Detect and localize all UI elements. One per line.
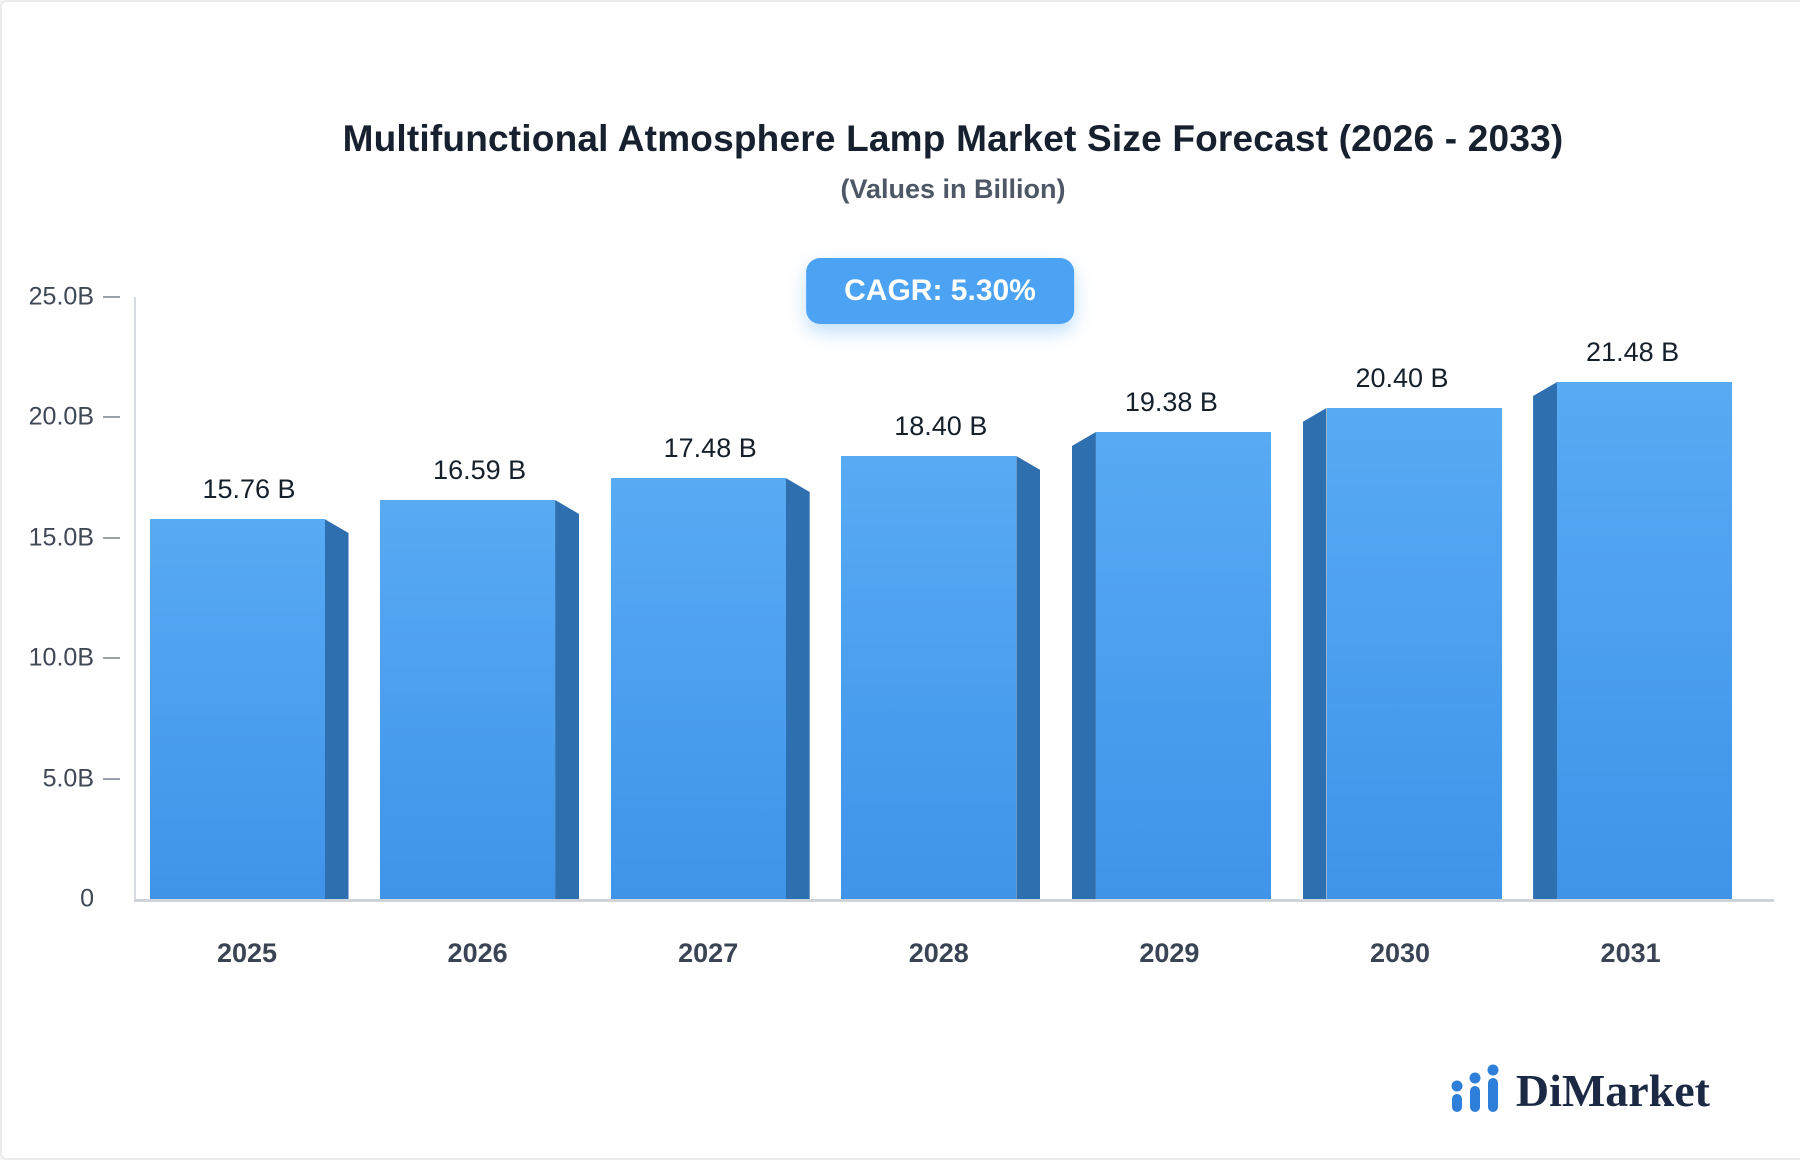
cagr-badge: CAGR: 5.30% — [806, 258, 1074, 324]
bar-chart-logo-icon — [1451, 1064, 1499, 1112]
dimarket-logo-text: DiMarket — [1515, 1065, 1710, 1116]
bar-2028 — [841, 456, 1017, 899]
bar-side-2031 — [1533, 382, 1558, 899]
x-tick-label: 2026 — [447, 938, 508, 968]
chart-title: Multifunctional Atmosphere Lamp Market S… — [342, 118, 1564, 159]
bar-side-2029 — [1071, 432, 1096, 899]
y-tick-label: 10.0B — [28, 643, 94, 672]
y-tick-mark — [103, 536, 120, 539]
x-axis: 2025 2026 2027 2028 2029 2030 2031 — [134, 902, 1772, 972]
y-tick-label: 0 — [80, 884, 94, 913]
x-tick-label: 2027 — [678, 938, 739, 968]
y-tick-mark — [103, 296, 120, 298]
y-tick-label: 5.0B — [42, 764, 94, 793]
bar-2026 — [380, 500, 556, 899]
x-tick-label: 2029 — [1139, 938, 1200, 968]
y-tick-mark — [103, 416, 120, 419]
bar-side-2025 — [324, 519, 349, 899]
dimarket-logo: DiMarket — [1450, 1064, 1710, 1114]
chart-subtitle: (Values in Billion) — [840, 174, 1066, 204]
bar-value-label: 18.40 B — [894, 411, 988, 441]
y-tick-label: 15.0B — [28, 523, 94, 552]
bar-2025 — [149, 519, 325, 899]
bar-side-2028 — [1016, 456, 1041, 899]
bar-side-2027 — [785, 478, 810, 899]
plot-area: 15.76 B 16.59 B 17.48 B 18.40 B 19.38 B 20.40… — [134, 297, 1774, 902]
bar-2029 — [1095, 432, 1271, 899]
y-tick-label: 25.0B — [28, 282, 94, 311]
x-tick-label: 2025 — [216, 938, 278, 968]
bar-value-label: 21.48 B — [1586, 337, 1680, 367]
bar-2030 — [1326, 408, 1502, 899]
bar-2031 — [1557, 382, 1733, 899]
x-tick-label: 2031 — [1600, 938, 1661, 968]
y-tick-mark — [103, 777, 120, 780]
bar-2027 — [610, 478, 786, 899]
bar-value-label: 17.48 B — [663, 433, 757, 463]
bar-value-label: 16.59 B — [433, 455, 527, 485]
x-tick-label: 2028 — [908, 938, 969, 968]
bar-value-label: 20.40 B — [1355, 363, 1449, 393]
x-tick-label: 2030 — [1369, 938, 1431, 968]
bar-side-2030 — [1302, 408, 1327, 899]
y-axis: 0 5.0B 10.0B 15.0B 20.0B 25.0B — [2, 283, 134, 913]
bar-value-label: 15.76 B — [202, 474, 296, 504]
y-tick-label: 20.0B — [28, 402, 94, 431]
bar-value-label: 19.38 B — [1124, 387, 1218, 417]
y-tick-mark — [103, 657, 120, 660]
bar-side-2026 — [555, 500, 580, 899]
